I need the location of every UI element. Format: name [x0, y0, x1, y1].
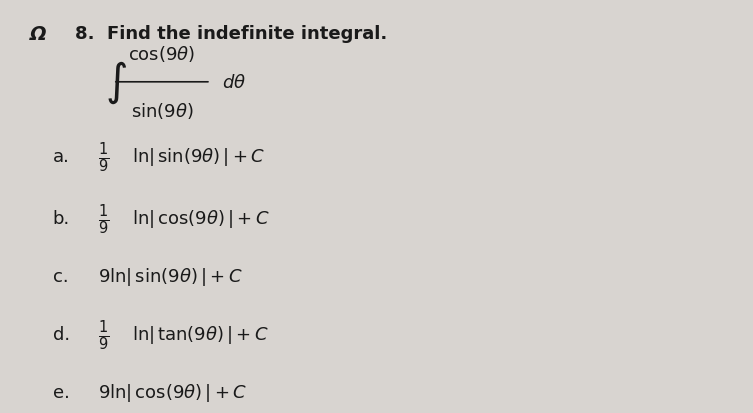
Text: a.: a.	[53, 148, 69, 166]
Text: $\frac{1}{9}$: $\frac{1}{9}$	[98, 202, 109, 236]
Text: $9\ln|\,\sin(9\theta)\,|+C$: $9\ln|\,\sin(9\theta)\,|+C$	[98, 266, 242, 288]
Text: $\ln|\,\cos(9\theta)\,|+C$: $\ln|\,\cos(9\theta)\,|+C$	[132, 208, 270, 230]
Text: $\frac{1}{9}$: $\frac{1}{9}$	[98, 140, 109, 174]
Text: $\int$: $\int$	[105, 59, 127, 106]
Text: $\ln|\,\sin(9\theta)\,|+C$: $\ln|\,\sin(9\theta)\,|+C$	[132, 146, 265, 168]
Text: b.: b.	[53, 210, 70, 228]
Text: $\frac{1}{9}$: $\frac{1}{9}$	[98, 317, 109, 352]
Text: $\cos(9\theta)$: $\cos(9\theta)$	[128, 44, 196, 64]
Text: 8.  Find the indefinite integral.: 8. Find the indefinite integral.	[75, 25, 388, 43]
Text: d.: d.	[53, 325, 70, 344]
Text: Ω: Ω	[30, 25, 47, 44]
Text: $9\ln|\,\cos(9\theta)\,|+C$: $9\ln|\,\cos(9\theta)\,|+C$	[98, 381, 247, 404]
Text: c.: c.	[53, 268, 69, 286]
Text: $\ln|\,\tan(9\theta)\,|+C$: $\ln|\,\tan(9\theta)\,|+C$	[132, 323, 269, 346]
Text: $\sin(9\theta)$: $\sin(9\theta)$	[130, 101, 194, 121]
Text: e.: e.	[53, 383, 69, 401]
Text: $d\theta$: $d\theta$	[222, 74, 246, 92]
